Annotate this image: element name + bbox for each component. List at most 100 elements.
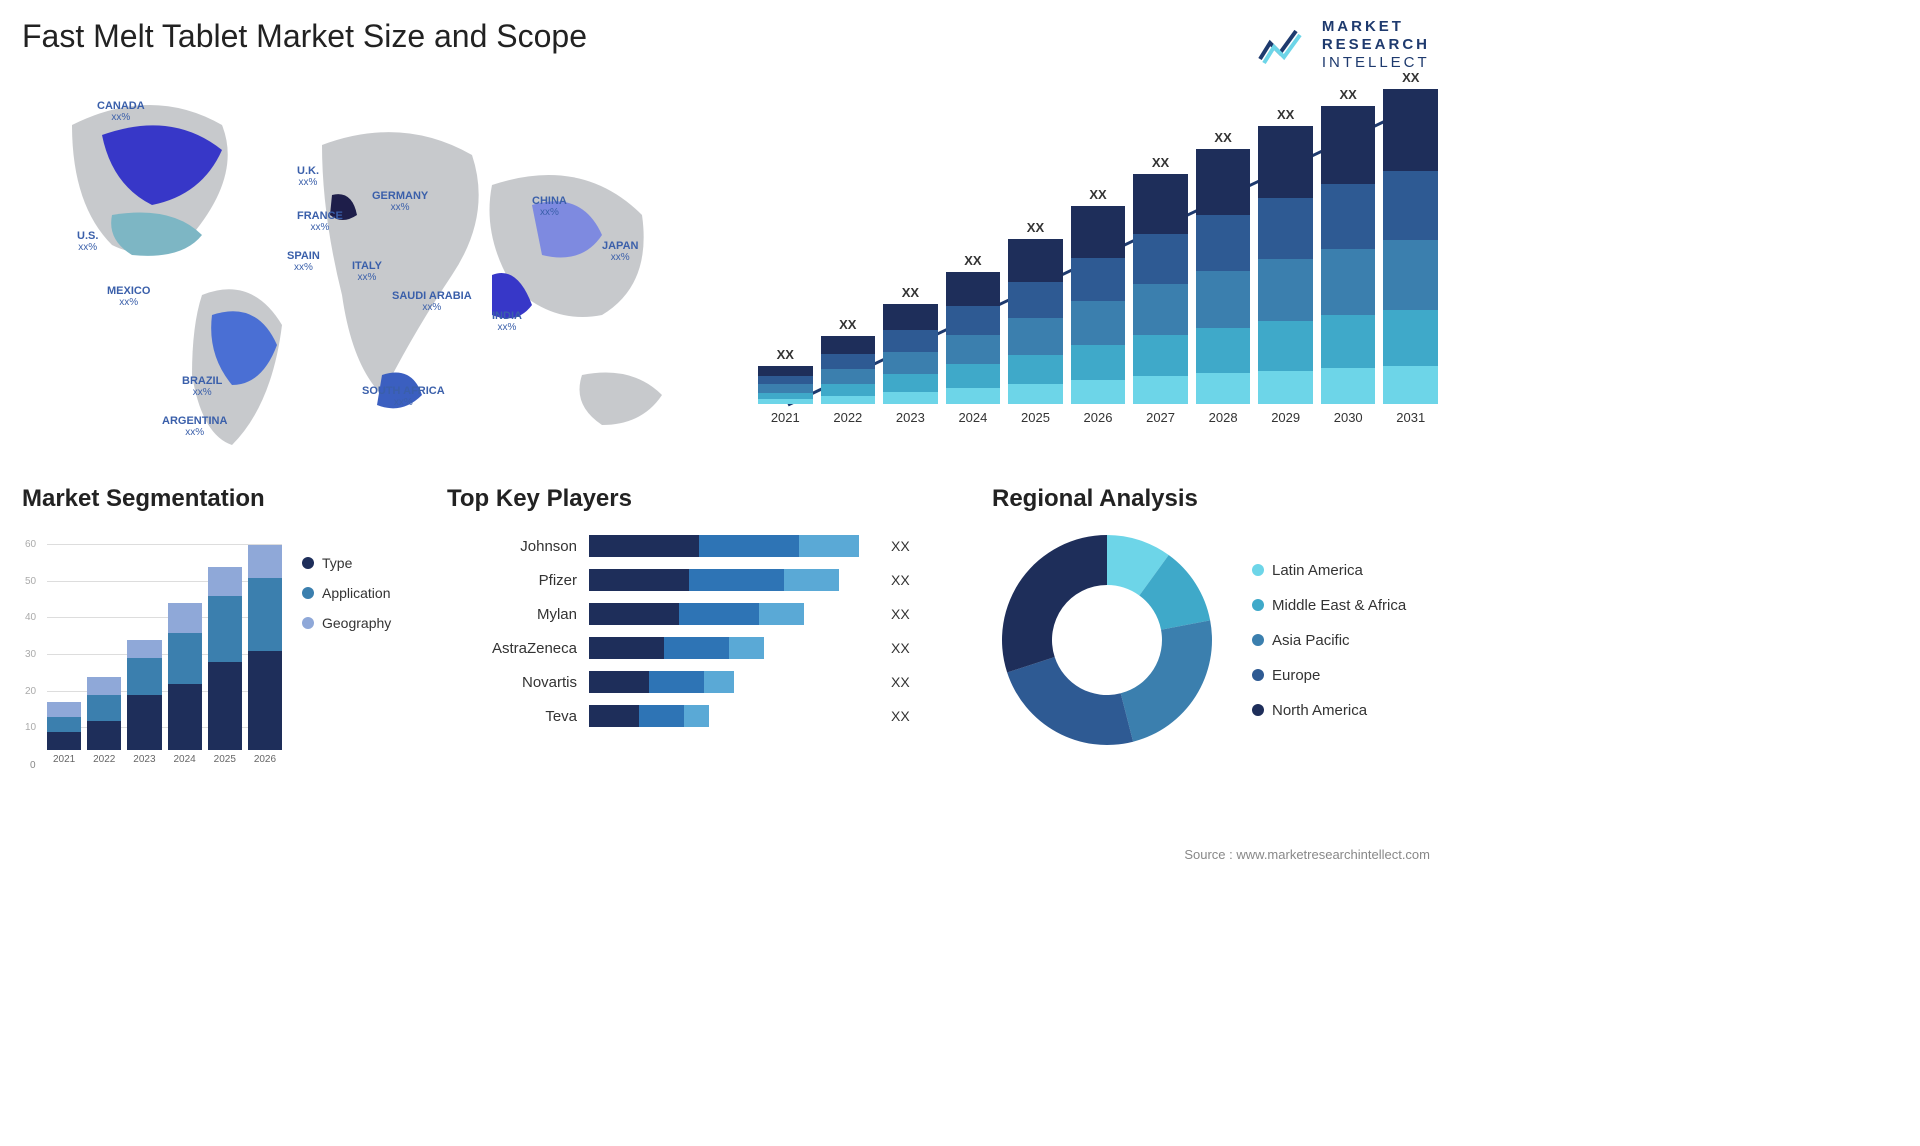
world-map-panel: CANADAxx%U.S.xx%MEXICOxx%BRAZILxx%ARGENT… bbox=[22, 65, 728, 465]
legend-label: Asia Pacific bbox=[1272, 632, 1350, 649]
player-name: Pfizer bbox=[447, 572, 577, 589]
legend-label: North America bbox=[1272, 702, 1367, 719]
players-chart: JohnsonXXPfizerXXMylanXXAstraZenecaXXNov… bbox=[447, 535, 967, 727]
growth-column: XX2026 bbox=[1071, 187, 1126, 425]
growth-value: XX bbox=[1402, 70, 1419, 85]
seg-column: 2023 bbox=[127, 640, 161, 765]
legend-dot-icon bbox=[1252, 599, 1264, 611]
growth-year-label: 2030 bbox=[1334, 410, 1363, 425]
player-row: Pfizer XX bbox=[447, 569, 967, 591]
map-label: FRANCExx% bbox=[297, 210, 343, 233]
legend-item: Geography bbox=[302, 615, 391, 631]
legend-label: Geography bbox=[322, 615, 391, 631]
growth-year-label: 2021 bbox=[771, 410, 800, 425]
player-bar bbox=[589, 705, 869, 727]
logo-line1: MARKET bbox=[1322, 18, 1430, 36]
growth-column: XX 2021 bbox=[758, 347, 813, 425]
segmentation-title: Market Segmentation bbox=[22, 485, 422, 513]
legend-item: Asia Pacific bbox=[1252, 632, 1406, 649]
player-value: XX bbox=[891, 572, 910, 588]
growth-value: XX bbox=[1027, 220, 1044, 235]
map-label: SOUTH AFRICAxx% bbox=[362, 385, 445, 408]
growth-column: XX 2028 bbox=[1196, 130, 1251, 425]
player-bar bbox=[589, 637, 869, 659]
map-label: CANADAxx% bbox=[97, 100, 145, 123]
seg-year-label: 2021 bbox=[53, 754, 75, 765]
growth-column: XX 2030 bbox=[1321, 87, 1376, 425]
legend-item: Type bbox=[302, 555, 391, 571]
segmentation-legend: Type Application Geography bbox=[302, 555, 391, 631]
legend-label: Middle East & Africa bbox=[1272, 597, 1406, 614]
player-name: Teva bbox=[447, 708, 577, 725]
growth-value: XX bbox=[839, 317, 856, 332]
logo-icon bbox=[1258, 25, 1312, 65]
growth-value: XX bbox=[1277, 107, 1294, 122]
growth-year-label: 2031 bbox=[1396, 410, 1425, 425]
segmentation-panel: Market Segmentation 10203040506002021202… bbox=[22, 485, 422, 825]
source-text: Source : www.marketresearchintellect.com bbox=[1184, 847, 1430, 862]
growth-column: XX 2025 bbox=[1008, 220, 1063, 425]
legend-dot-icon bbox=[302, 557, 314, 569]
growth-value: XX bbox=[777, 347, 794, 362]
legend-label: Latin America bbox=[1272, 562, 1363, 579]
player-value: XX bbox=[891, 674, 910, 690]
growth-column: XX 2031 bbox=[1383, 70, 1438, 425]
player-name: AstraZeneca bbox=[447, 640, 577, 657]
legend-dot-icon bbox=[1252, 704, 1264, 716]
growth-year-label: 2024 bbox=[958, 410, 987, 425]
seg-column: 2026 bbox=[248, 545, 282, 765]
seg-year-label: 2022 bbox=[93, 754, 115, 765]
growth-year-label: 2023 bbox=[896, 410, 925, 425]
legend-item: Europe bbox=[1252, 667, 1406, 684]
brand-logo: MARKET RESEARCH INTELLECT bbox=[1258, 18, 1430, 72]
legend-item: Application bbox=[302, 585, 391, 601]
player-name: Johnson bbox=[447, 538, 577, 555]
player-value: XX bbox=[891, 538, 910, 554]
regional-donut bbox=[992, 525, 1222, 755]
player-name: Novartis bbox=[447, 674, 577, 691]
donut-slice bbox=[1007, 657, 1133, 745]
growth-column: XX2023 bbox=[883, 285, 938, 425]
legend-item: Latin America bbox=[1252, 562, 1406, 579]
player-bar bbox=[589, 603, 869, 625]
legend-dot-icon bbox=[1252, 634, 1264, 646]
donut-slice bbox=[1002, 535, 1107, 672]
player-bar bbox=[589, 569, 869, 591]
legend-dot-icon bbox=[302, 617, 314, 629]
growth-year-label: 2025 bbox=[1021, 410, 1050, 425]
map-label: BRAZILxx% bbox=[182, 375, 222, 398]
player-row: TevaXX bbox=[447, 705, 967, 727]
player-bar bbox=[589, 671, 869, 693]
player-row: MylanXX bbox=[447, 603, 967, 625]
legend-label: Europe bbox=[1272, 667, 1320, 684]
growth-year-label: 2028 bbox=[1209, 410, 1238, 425]
map-label: SPAINxx% bbox=[287, 250, 320, 273]
growth-value: XX bbox=[1214, 130, 1231, 145]
seg-column: 2024 bbox=[168, 603, 202, 765]
players-title: Top Key Players bbox=[447, 485, 967, 513]
legend-item: North America bbox=[1252, 702, 1406, 719]
map-label: ITALYxx% bbox=[352, 260, 382, 283]
legend-dot-icon bbox=[1252, 564, 1264, 576]
regional-title: Regional Analysis bbox=[992, 485, 1438, 513]
growth-chart: XX2021XX2022XX2023XX2024XX2025XX2026XX20… bbox=[758, 65, 1438, 465]
seg-year-label: 2024 bbox=[173, 754, 195, 765]
map-label: CHINAxx% bbox=[532, 195, 567, 218]
seg-year-label: 2026 bbox=[254, 754, 276, 765]
growth-year-label: 2027 bbox=[1146, 410, 1175, 425]
growth-value: XX bbox=[1340, 87, 1357, 102]
legend-dot-icon bbox=[1252, 669, 1264, 681]
growth-year-label: 2026 bbox=[1084, 410, 1113, 425]
player-value: XX bbox=[891, 640, 910, 656]
player-row: Novartis XX bbox=[447, 671, 967, 693]
seg-column: 2022 bbox=[87, 677, 121, 765]
growth-column: XX 2027 bbox=[1133, 155, 1188, 425]
players-panel: Top Key Players Johnson XX Pfizer XX MylanXX… bbox=[447, 485, 967, 825]
growth-value: XX bbox=[1152, 155, 1169, 170]
player-row: Johnson XX bbox=[447, 535, 967, 557]
growth-column: XX2024 bbox=[946, 253, 1001, 425]
growth-year-label: 2029 bbox=[1271, 410, 1300, 425]
legend-dot-icon bbox=[302, 587, 314, 599]
map-label: JAPANxx% bbox=[602, 240, 638, 263]
map-label: U.S.xx% bbox=[77, 230, 98, 253]
